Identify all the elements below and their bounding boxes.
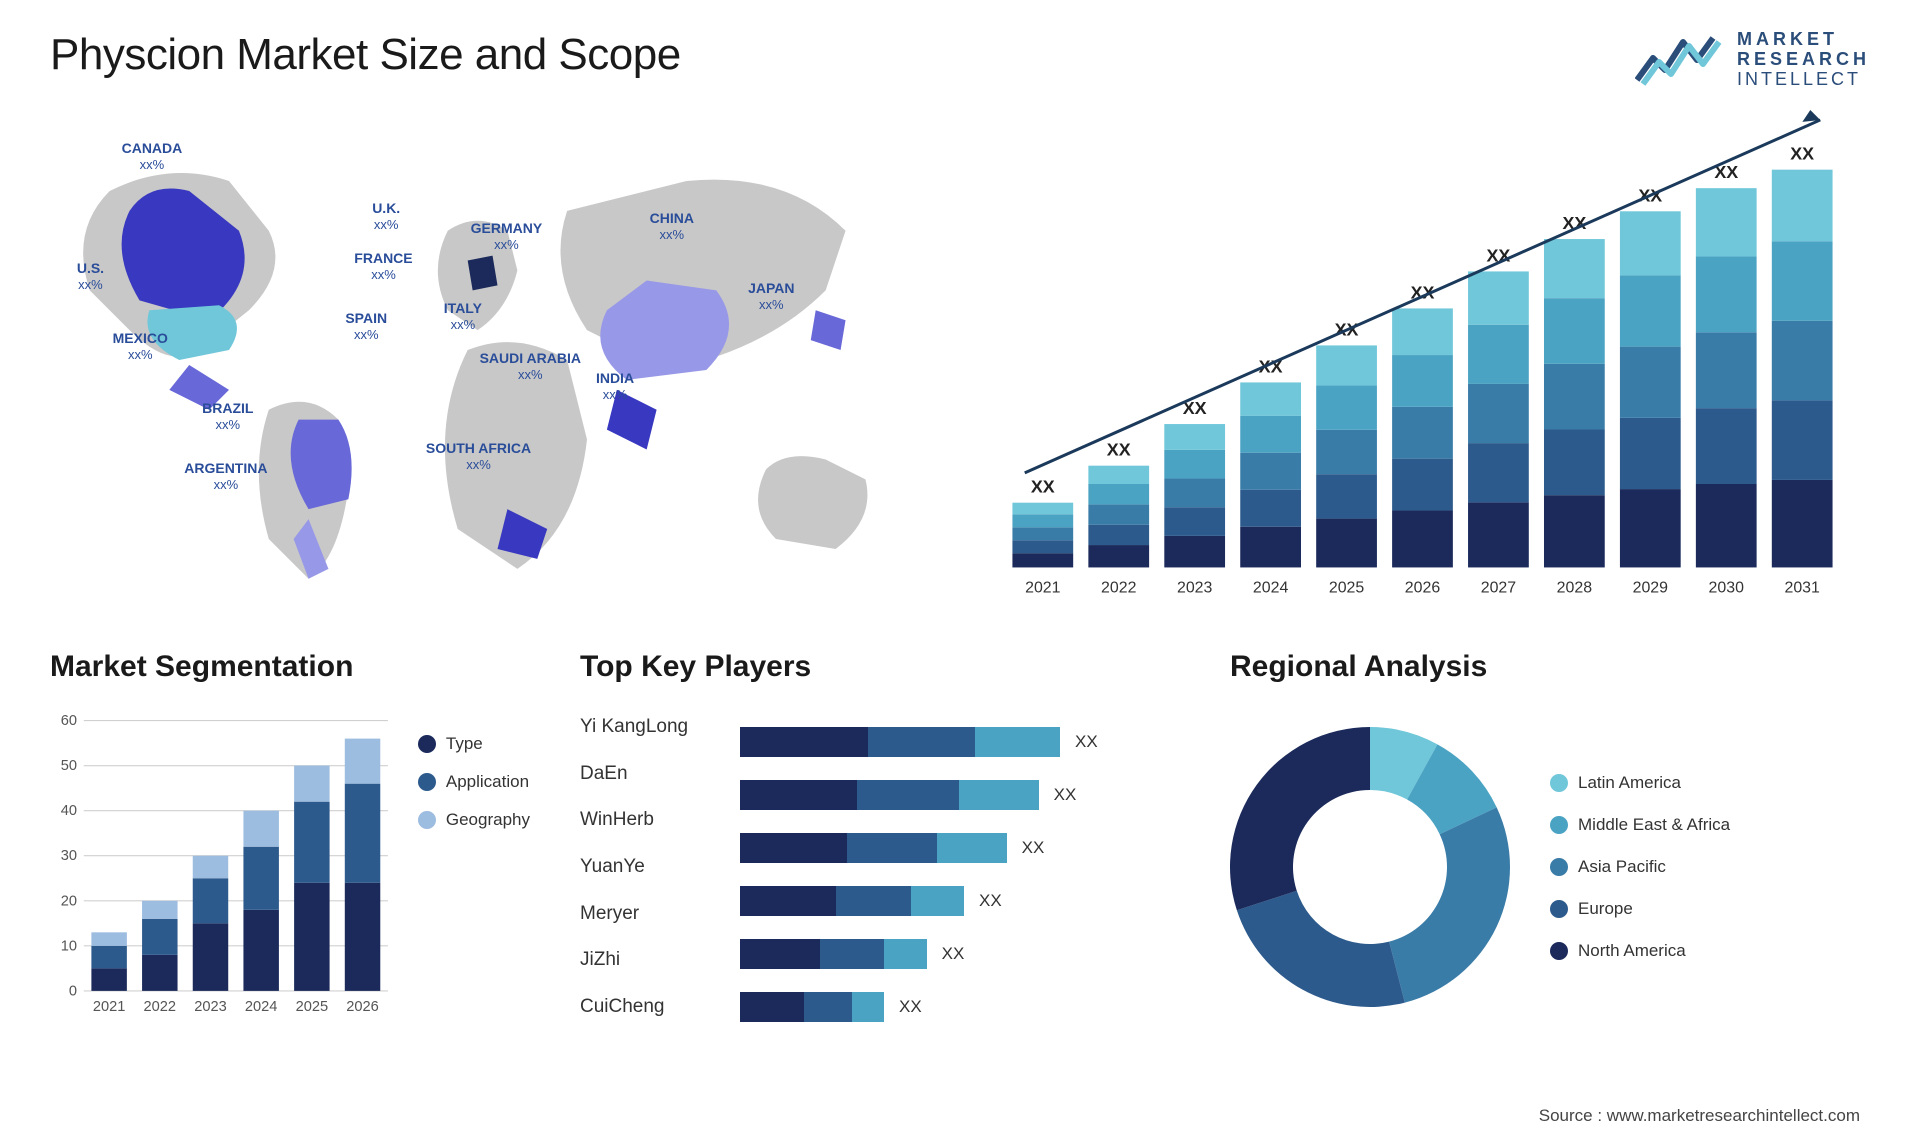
map-label-southafrica: SOUTH AFRICAxx% [426, 440, 531, 472]
svg-text:2028: 2028 [1557, 579, 1593, 596]
svg-text:2022: 2022 [1101, 579, 1137, 596]
players-title: Top Key Players [580, 650, 1180, 684]
map-label-germany: GERMANYxx% [471, 220, 543, 252]
map-label-india: INDIAxx% [596, 370, 634, 402]
svg-text:2024: 2024 [1253, 579, 1289, 596]
page-title: Physcion Market Size and Scope [50, 30, 681, 80]
logo-line3: INTELLECT [1737, 70, 1870, 90]
player-bar-row: XX [740, 939, 1180, 969]
map-label-mexico: MEXICOxx% [113, 330, 168, 362]
segmentation-panel: Market Segmentation 0 10 20 30 40 50 60 2021 20… [50, 650, 530, 1030]
svg-text:2022: 2022 [144, 999, 177, 1015]
player-label: DaEn [580, 763, 720, 785]
regional-title: Regional Analysis [1230, 650, 1870, 684]
svg-text:2029: 2029 [1633, 579, 1669, 596]
map-label-brazil: BRAZILxx% [202, 400, 253, 432]
player-value: XX [1075, 732, 1098, 752]
svg-text:0: 0 [69, 983, 77, 999]
player-value: XX [899, 997, 922, 1017]
svg-text:2026: 2026 [346, 999, 379, 1015]
svg-text:XX: XX [1031, 477, 1055, 497]
svg-text:20: 20 [61, 893, 77, 909]
svg-text:60: 60 [61, 713, 77, 729]
player-label: Meryer [580, 903, 720, 925]
svg-text:2023: 2023 [194, 999, 227, 1015]
segmentation-title: Market Segmentation [50, 650, 530, 684]
svg-text:2023: 2023 [1177, 579, 1213, 596]
map-label-japan: JAPANxx% [748, 280, 794, 312]
svg-text:XX: XX [1790, 144, 1814, 164]
legend-item: Geography [418, 810, 530, 830]
svg-text:50: 50 [61, 758, 77, 774]
player-label: WinHerb [580, 809, 720, 831]
world-map-panel: CANADAxx% U.S.xx% MEXICOxx% BRAZILxx% ARGENT… [50, 110, 945, 610]
svg-text:2030: 2030 [1709, 579, 1745, 596]
legend-item: Europe [1550, 899, 1730, 919]
legend-item: Type [418, 734, 530, 754]
logo: MARKET RESEARCH INTELLECT [1635, 30, 1870, 90]
regional-donut [1230, 727, 1510, 1007]
player-value: XX [1022, 838, 1045, 858]
svg-text:2021: 2021 [93, 999, 126, 1015]
player-label: Yi KangLong [580, 716, 720, 738]
players-panel: Top Key Players Yi KangLong DaEn WinHerb Yu… [580, 650, 1180, 1030]
top-row: CANADAxx% U.S.xx% MEXICOxx% BRAZILxx% ARGENT… [50, 110, 1870, 610]
svg-text:2024: 2024 [245, 999, 278, 1015]
player-bar-row: XX [740, 886, 1180, 916]
player-bar-row: XX [740, 992, 1180, 1022]
player-bar-row: XX [740, 833, 1180, 863]
svg-text:2025: 2025 [296, 999, 329, 1015]
source-attribution: Source : www.marketresearchintellect.com [1539, 1106, 1860, 1126]
svg-text:2021: 2021 [1025, 579, 1061, 596]
svg-text:10: 10 [61, 938, 77, 954]
map-label-saudiarabia: SAUDI ARABIAxx% [480, 350, 581, 382]
player-value: XX [979, 891, 1002, 911]
map-label-spain: SPAINxx% [345, 310, 387, 342]
map-label-us: U.S.xx% [77, 260, 104, 292]
map-label-uk: U.K.xx% [372, 200, 400, 232]
logo-line2: RESEARCH [1737, 50, 1870, 70]
legend-item: Asia Pacific [1550, 857, 1730, 877]
header: Physcion Market Size and Scope MARKET RE… [50, 30, 1870, 90]
svg-text:2025: 2025 [1329, 579, 1365, 596]
svg-text:XX: XX [1107, 440, 1131, 460]
svg-text:2027: 2027 [1481, 579, 1517, 596]
growth-bar-chart: XXXXXXXXXXXXXXXXXXXXXX 20212022202320242… [975, 110, 1870, 607]
svg-text:2026: 2026 [1405, 579, 1441, 596]
player-label: YuanYe [580, 856, 720, 878]
player-label: CuiCheng [580, 996, 720, 1018]
legend-item: Application [418, 772, 530, 792]
logo-line1: MARKET [1737, 30, 1870, 50]
players-labels: Yi KangLong DaEn WinHerb YuanYe Meryer JiZhi C… [580, 704, 720, 1030]
player-bar-row: XX [740, 780, 1180, 810]
player-value: XX [942, 944, 965, 964]
logo-mark-icon [1635, 30, 1725, 90]
segmentation-chart: 0 10 20 30 40 50 60 2021 2022 2023 2024 2025 2026 [50, 704, 388, 1030]
svg-text:30: 30 [61, 848, 77, 864]
player-bar-row: XX [740, 727, 1180, 757]
map-label-italy: ITALYxx% [444, 300, 482, 332]
regional-legend: Latin America Middle East & Africa Asia Pa… [1550, 773, 1730, 961]
map-label-canada: CANADAxx% [122, 140, 183, 172]
svg-text:40: 40 [61, 803, 77, 819]
map-label-france: FRANCExx% [354, 250, 412, 282]
legend-item: Latin America [1550, 773, 1730, 793]
logo-text: MARKET RESEARCH INTELLECT [1737, 30, 1870, 89]
svg-text:2031: 2031 [1784, 579, 1820, 596]
players-bars: XX XX XX XX XX XX [740, 704, 1180, 1030]
bottom-row: Market Segmentation 0 10 20 30 40 50 60 2021 20… [50, 650, 1870, 1030]
legend-item: Middle East & Africa [1550, 815, 1730, 835]
map-label-china: CHINAxx% [650, 210, 694, 242]
player-value: XX [1054, 785, 1077, 805]
player-label: JiZhi [580, 949, 720, 971]
regional-panel: Regional Analysis Latin America Middle Ea… [1230, 650, 1870, 1030]
legend-item: North America [1550, 941, 1730, 961]
segmentation-legend: Type Application Geography [418, 704, 530, 1030]
map-label-argentina: ARGENTINAxx% [184, 460, 267, 492]
growth-chart-panel: XXXXXXXXXXXXXXXXXXXXXX 20212022202320242… [975, 110, 1870, 610]
